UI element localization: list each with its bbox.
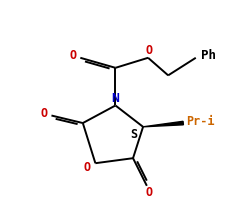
Text: Pr-i: Pr-i (186, 115, 214, 128)
Text: N: N (111, 92, 119, 105)
Text: Ph: Ph (200, 49, 215, 62)
Text: S: S (130, 128, 137, 141)
Text: O: O (145, 44, 152, 57)
Text: O: O (40, 107, 47, 120)
Text: O: O (145, 186, 152, 199)
Polygon shape (142, 121, 183, 127)
Text: O: O (69, 49, 76, 62)
Text: O: O (84, 161, 90, 174)
